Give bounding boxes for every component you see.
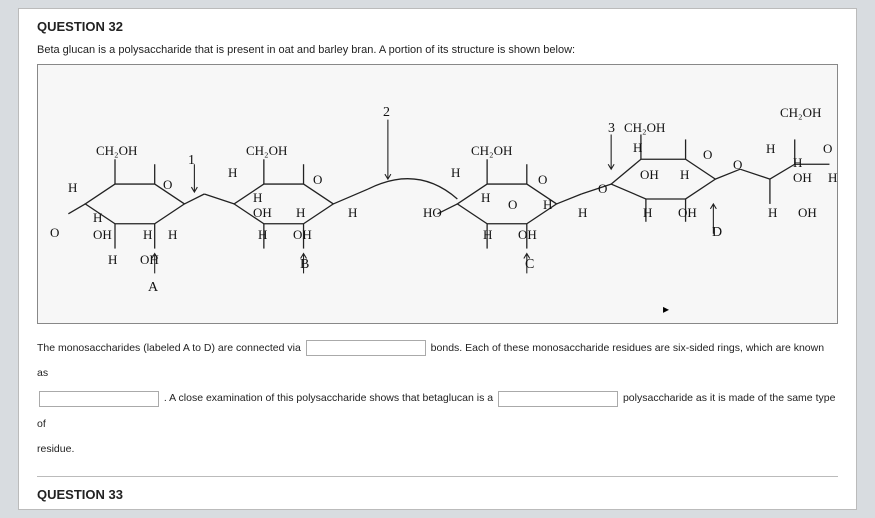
h-label: H: [543, 197, 552, 213]
oh-label: OH: [293, 227, 312, 243]
ring-label-d: D: [712, 225, 722, 241]
oh-label: OH: [253, 205, 272, 221]
oh-label: OH: [518, 227, 537, 243]
ring-label-c: C: [525, 257, 534, 273]
h-label: H: [93, 210, 102, 226]
fill-seg-3: . A close examination of this polysaccha…: [164, 392, 493, 404]
oh-label: OH: [93, 227, 112, 243]
divider: [37, 476, 838, 477]
question-33-header: QUESTION 33: [37, 487, 838, 502]
ho-label: HO: [423, 205, 442, 221]
h-label: H: [258, 227, 267, 243]
arrow-label-2: 2: [383, 105, 390, 121]
h-label: H: [828, 170, 837, 186]
fill-seg-1: The monosaccharides (labeled A to D) are…: [37, 342, 301, 354]
h-label: H: [483, 227, 492, 243]
h-label: H: [108, 252, 117, 268]
ch2oh-label-b: CH₂OH: [246, 143, 287, 159]
o-label: O: [163, 177, 172, 193]
fill-in-paragraph: The monosaccharides (labeled A to D) are…: [37, 336, 838, 462]
h-label: H: [643, 205, 652, 221]
o-label: O: [598, 181, 607, 197]
oh-label: OH: [793, 170, 812, 186]
h-label: H: [481, 190, 490, 206]
h-label: H: [228, 165, 237, 181]
oh-label: OH: [640, 167, 659, 183]
question-panel: QUESTION 32 Beta glucan is a polysacchar…: [18, 8, 857, 510]
h-label: H: [253, 190, 262, 206]
ch2oh-label-a: CH₂OH: [96, 143, 137, 159]
question-32-prompt: Beta glucan is a polysaccharide that is …: [37, 44, 838, 56]
ch2oh-label-d: CH₂OH: [624, 120, 665, 136]
h-label: H: [451, 165, 460, 181]
blank-2[interactable]: [39, 391, 159, 407]
ring-label-a: A: [148, 280, 158, 296]
blank-1[interactable]: [306, 340, 426, 356]
oh-label: OH: [798, 205, 817, 221]
o-label: O: [508, 197, 517, 213]
h-label: H: [68, 180, 77, 196]
oh-label: OH: [140, 252, 159, 268]
o-label: O: [538, 172, 547, 188]
blank-3[interactable]: [498, 391, 618, 407]
o-label: O: [703, 147, 712, 163]
o-label: O: [733, 157, 742, 173]
h-label: H: [168, 227, 177, 243]
arrow-label-3: 3: [608, 121, 615, 137]
h-label: H: [766, 141, 775, 157]
ring-label-b: B: [300, 257, 309, 273]
o-label: O: [313, 172, 322, 188]
h-label: H: [680, 167, 689, 183]
oh-label: OH: [678, 205, 697, 221]
h-label: H: [768, 205, 777, 221]
question-32-header: QUESTION 32: [37, 19, 838, 34]
h-label: H: [633, 140, 642, 156]
h-label: H: [578, 205, 587, 221]
h-label: H: [348, 205, 357, 221]
arrow-label-1: 1: [188, 153, 195, 169]
h-label: H: [143, 227, 152, 243]
o-label: O: [50, 225, 59, 241]
structure-diagram: CH₂OH H H OH H H O H OH O CH₂OH H H OH H…: [37, 64, 838, 324]
ch2oh-label-e: CH₂OH: [780, 105, 821, 121]
h-label: H: [296, 205, 305, 221]
fill-seg-5: residue.: [37, 443, 74, 455]
h-label: H: [793, 155, 802, 171]
ch2oh-label-c: CH₂OH: [471, 143, 512, 159]
cursor-icon: ▸: [663, 302, 669, 316]
o-label: O: [823, 141, 832, 157]
